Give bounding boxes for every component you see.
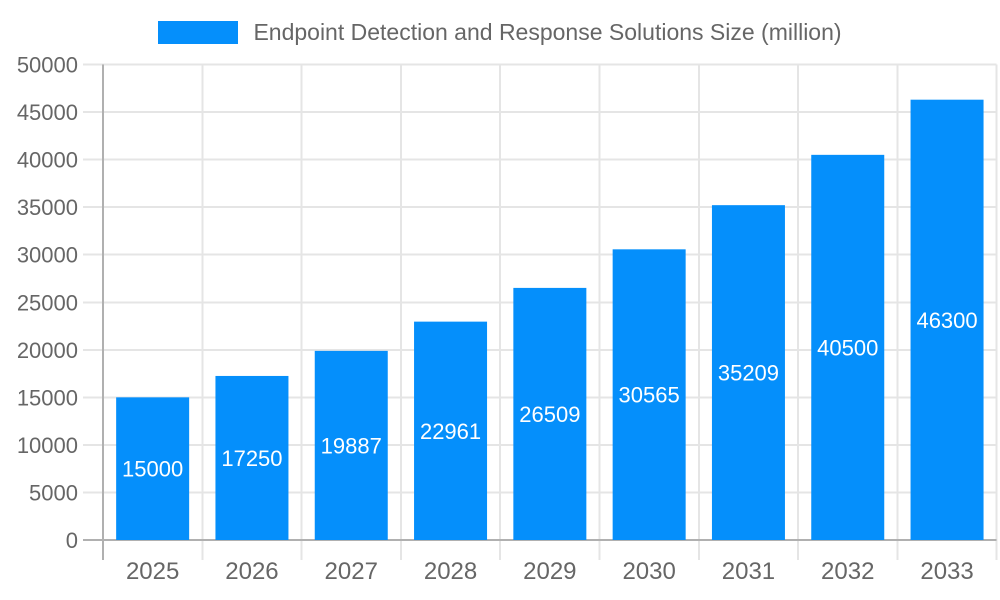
x-axis-label: 2033 <box>920 558 973 585</box>
bar-value-label: 35209 <box>718 361 779 386</box>
y-axis-label: 30000 <box>17 243 78 268</box>
bar-value-label: 26509 <box>519 402 580 427</box>
x-axis-label: 2026 <box>225 558 278 585</box>
legend-item[interactable]: Endpoint Detection and Response Solution… <box>0 18 1000 46</box>
bar-2031[interactable] <box>711 205 785 540</box>
legend-swatch <box>158 20 239 44</box>
bar-2028[interactable] <box>414 321 488 540</box>
legend-label: Endpoint Detection and Response Solution… <box>253 18 842 45</box>
bar-2029[interactable] <box>513 287 587 540</box>
bar-2025[interactable] <box>116 397 190 540</box>
bar-value-label: 46300 <box>916 308 977 333</box>
bar-value-label: 22961 <box>420 419 481 444</box>
x-axis-label: 2031 <box>722 558 775 585</box>
bar-value-label: 17250 <box>221 446 282 471</box>
y-axis-label: 15000 <box>17 385 78 410</box>
y-axis-label: 50000 <box>17 53 78 78</box>
bar-value-label: 19887 <box>321 433 382 458</box>
y-axis-label: 35000 <box>17 195 78 220</box>
x-axis-label: 2025 <box>126 558 179 585</box>
bar-value-label: 15000 <box>122 457 183 482</box>
x-axis-label: 2030 <box>622 558 675 585</box>
x-axis-label: 2027 <box>325 558 378 585</box>
x-axis-label: 2028 <box>424 558 477 585</box>
y-axis-label: 25000 <box>17 290 78 315</box>
x-axis-label: 2032 <box>821 558 874 585</box>
bar-2033[interactable] <box>910 99 984 540</box>
bar-2027[interactable] <box>314 350 388 540</box>
bar-2032[interactable] <box>811 154 885 540</box>
y-axis-label: 5000 <box>29 480 78 505</box>
bar-value-label: 40500 <box>817 335 878 360</box>
bar-2030[interactable] <box>612 249 686 540</box>
bar-value-label: 30565 <box>619 383 680 408</box>
y-axis-label: 45000 <box>17 100 78 125</box>
y-axis-label: 0 <box>66 528 78 553</box>
y-axis-label: 40000 <box>17 148 78 173</box>
x-axis-label: 2029 <box>523 558 576 585</box>
y-axis-label: 10000 <box>17 433 78 458</box>
bar-2026[interactable] <box>215 375 289 540</box>
y-axis-label: 20000 <box>17 338 78 363</box>
